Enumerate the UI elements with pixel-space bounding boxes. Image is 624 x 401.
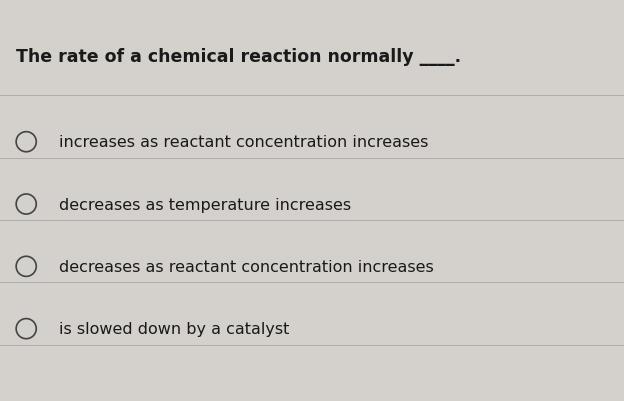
Text: is slowed down by a catalyst: is slowed down by a catalyst bbox=[59, 321, 290, 336]
Text: The rate of a chemical reaction normally ____.: The rate of a chemical reaction normally… bbox=[16, 48, 461, 66]
Text: increases as reactant concentration increases: increases as reactant concentration incr… bbox=[59, 135, 429, 150]
Text: decreases as temperature increases: decreases as temperature increases bbox=[59, 197, 351, 212]
Text: decreases as reactant concentration increases: decreases as reactant concentration incr… bbox=[59, 259, 434, 274]
